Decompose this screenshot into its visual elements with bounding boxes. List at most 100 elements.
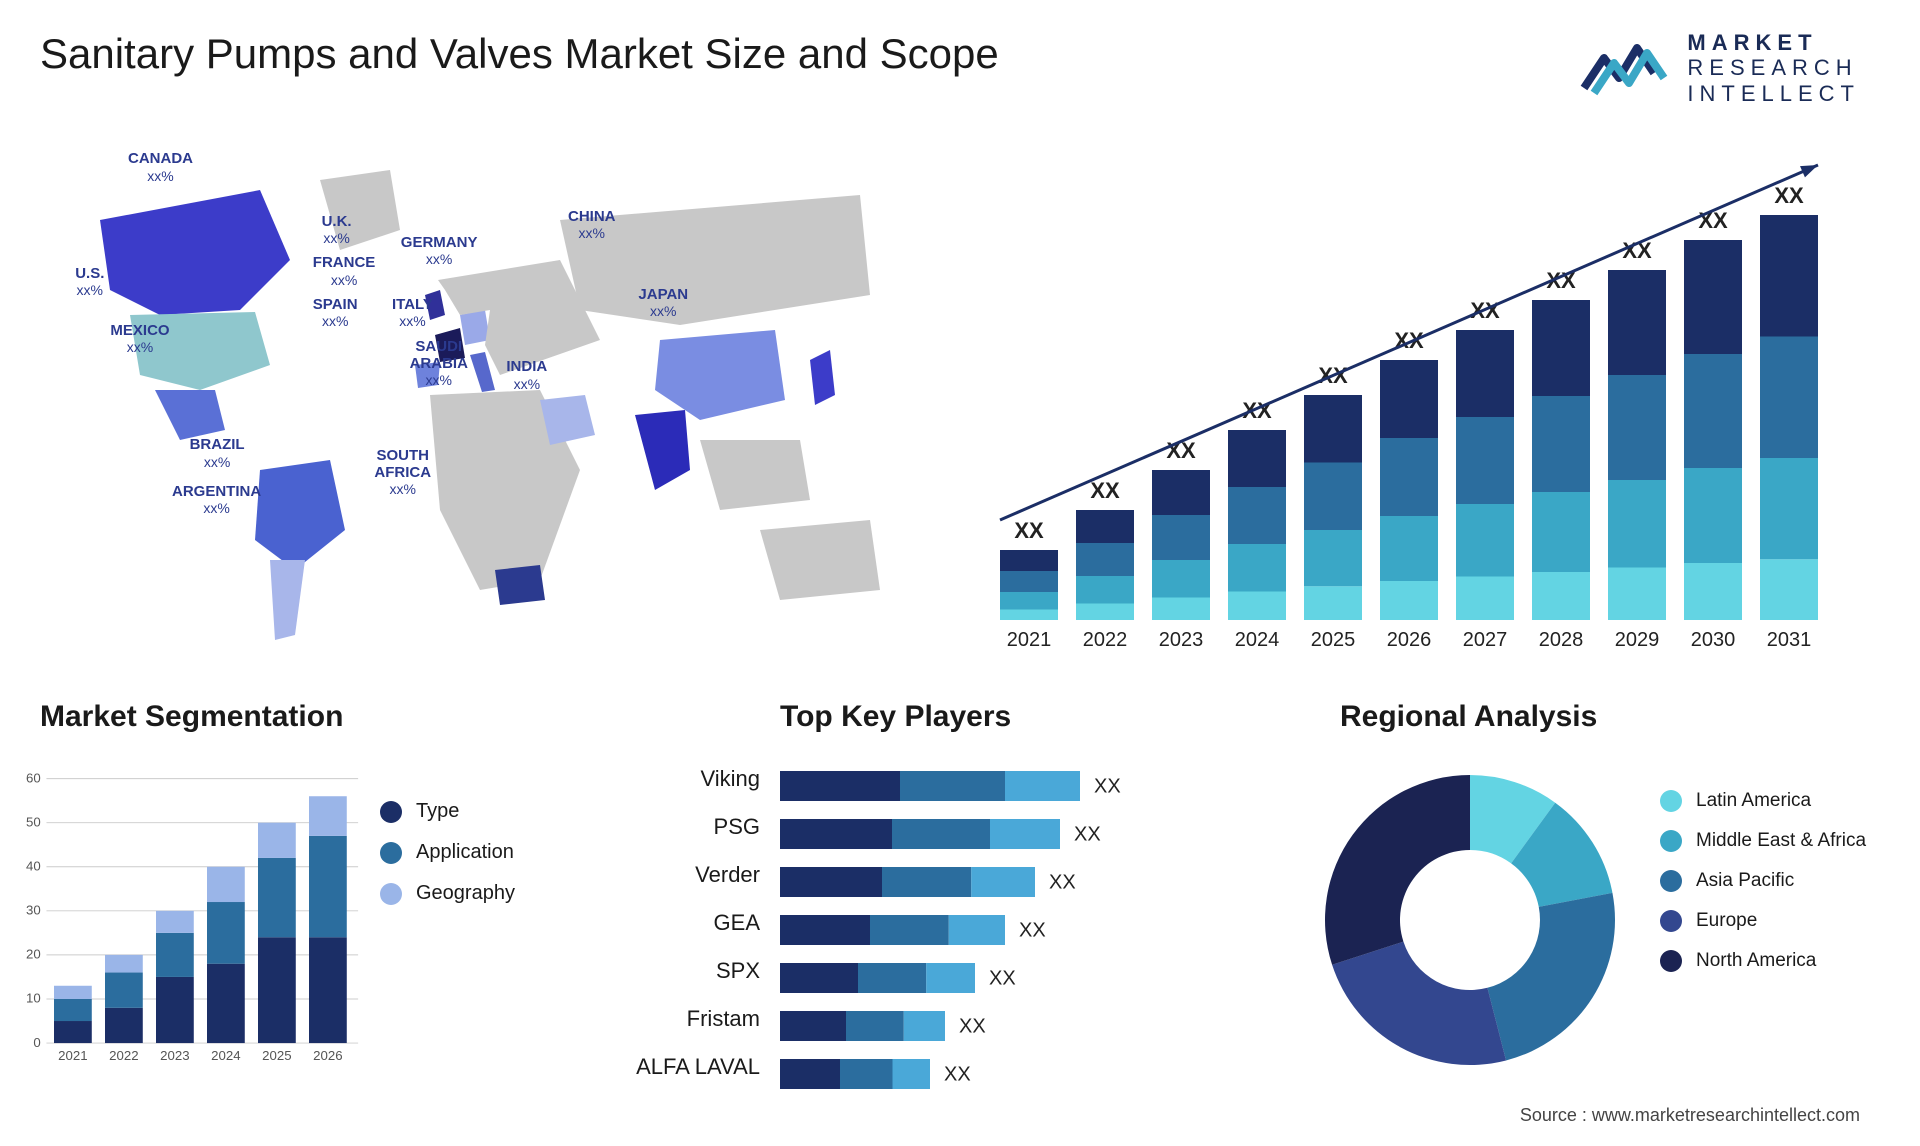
main-bar-xlabel: 2023 xyxy=(1159,629,1204,651)
main-bar-2031-layer0 xyxy=(1760,559,1818,620)
seg-ytick: 20 xyxy=(26,947,41,962)
country-canada xyxy=(100,190,290,315)
main-bar-xlabel: 2022 xyxy=(1083,629,1128,651)
main-bar-2027-layer0 xyxy=(1456,577,1514,621)
legend-label: Geography xyxy=(416,882,515,905)
main-bar-2028-layer0 xyxy=(1532,572,1590,620)
brand-logo: MARKET RESEARCH INTELLECT xyxy=(1579,30,1860,106)
country-australia xyxy=(760,520,880,600)
seg-bar-2024-type xyxy=(207,964,245,1043)
player-bar-spx-seg0 xyxy=(780,963,858,993)
seg-bar-2026-type xyxy=(309,937,347,1043)
main-bar-2022-layer0 xyxy=(1076,604,1134,621)
main-bar-2021-layer0 xyxy=(1000,610,1058,621)
map-label-italy: ITALYxx% xyxy=(392,296,433,331)
player-bar-fristam-seg0 xyxy=(780,1011,846,1041)
main-bar-2022-layer2 xyxy=(1076,543,1134,576)
country-argentina xyxy=(270,560,305,640)
main-bar-2026-layer2 xyxy=(1380,438,1438,516)
main-bar-toplabel: XX xyxy=(1090,478,1120,503)
main-bar-2023-layer0 xyxy=(1152,598,1210,621)
main-bar-2027-layer3 xyxy=(1456,330,1514,417)
player-value-label: XX xyxy=(1019,920,1046,942)
main-bar-xlabel: 2021 xyxy=(1007,629,1052,651)
seg-legend-geography: Geography xyxy=(380,882,515,905)
main-bar-2031-layer3 xyxy=(1760,215,1818,337)
seg-bar-2024-geography xyxy=(207,867,245,902)
market-size-svg: 2021XX2022XX2023XX2024XX2025XX2026XX2027… xyxy=(980,140,1860,660)
player-name-psg: PSG xyxy=(600,803,760,851)
player-name-verder: Verder xyxy=(600,851,760,899)
players-section: Top Key Players xyxy=(780,700,1330,734)
map-label-us: U.S.xx% xyxy=(75,265,104,300)
legend-label: Asia Pacific xyxy=(1696,870,1794,892)
seg-bar-2025-geography xyxy=(258,823,296,858)
country-sea xyxy=(700,440,810,510)
main-bar-2028-layer1 xyxy=(1532,492,1590,572)
segmentation-chart: 0102030405060202120222023202420252026 xyxy=(20,760,360,1090)
region-legend-middleeastafrica: Middle East & Africa xyxy=(1660,830,1866,852)
player-bar-psg-seg0 xyxy=(780,819,892,849)
player-bar-verder-seg0 xyxy=(780,867,882,897)
map-label-china: CHINAxx% xyxy=(568,208,616,243)
trend-arrow-head xyxy=(1800,165,1818,177)
main-bar-2024-layer2 xyxy=(1228,487,1286,544)
player-bar-viking-seg2 xyxy=(1005,771,1080,801)
segmentation-section: Market Segmentation xyxy=(40,700,640,734)
seg-bar-2023-type xyxy=(156,977,194,1043)
map-label-germany: GERMANYxx% xyxy=(401,234,478,269)
seg-ytick: 10 xyxy=(26,991,41,1006)
player-bar-alfalaval-seg2 xyxy=(893,1059,931,1089)
legend-swatch-icon xyxy=(1660,830,1682,852)
donut-slice-europe xyxy=(1332,942,1506,1065)
main-bar-2027-layer1 xyxy=(1456,504,1514,577)
main-bar-2026-layer0 xyxy=(1380,581,1438,620)
legend-label: Application xyxy=(416,841,514,864)
legend-label: Europe xyxy=(1696,910,1757,932)
region-legend-northamerica: North America xyxy=(1660,950,1866,972)
seg-xlabel: 2025 xyxy=(262,1048,291,1063)
country-china xyxy=(655,330,785,420)
seg-xlabel: 2023 xyxy=(160,1048,189,1063)
map-label-brazil: BRAZILxx% xyxy=(190,436,245,471)
seg-bar-2021-geography xyxy=(54,986,92,999)
country-brazil xyxy=(255,460,345,570)
main-bar-xlabel: 2031 xyxy=(1767,629,1812,651)
legend-swatch-icon xyxy=(1660,870,1682,892)
page-title: Sanitary Pumps and Valves Market Size an… xyxy=(40,30,999,78)
seg-ytick: 40 xyxy=(26,859,41,874)
main-bar-2024-layer0 xyxy=(1228,592,1286,621)
region-legend-latinamerica: Latin America xyxy=(1660,790,1866,812)
seg-legend-type: Type xyxy=(380,800,515,823)
seg-bar-2022-type xyxy=(105,1008,143,1043)
source-attribution: Source : www.marketresearchintellect.com xyxy=(1520,1105,1860,1126)
seg-legend-application: Application xyxy=(380,841,515,864)
seg-ytick: 30 xyxy=(26,903,41,918)
main-bar-xlabel: 2026 xyxy=(1387,629,1432,651)
region-legend-europe: Europe xyxy=(1660,910,1866,932)
map-label-mexico: MEXICOxx% xyxy=(110,322,169,357)
regional-donut xyxy=(1310,760,1630,1080)
main-bar-2028-layer3 xyxy=(1532,300,1590,396)
main-bar-2030-layer2 xyxy=(1684,354,1742,468)
main-bar-2025-layer2 xyxy=(1304,463,1362,531)
main-bar-2021-layer2 xyxy=(1000,571,1058,592)
main-bar-2030-layer1 xyxy=(1684,468,1742,563)
seg-bar-2026-geography xyxy=(309,796,347,836)
seg-xlabel: 2024 xyxy=(211,1048,240,1063)
regional-section: Regional Analysis xyxy=(1340,700,1597,734)
map-label-india: INDIAxx% xyxy=(506,358,547,393)
player-bar-fristam-seg1 xyxy=(846,1011,904,1041)
main-bar-2029-layer0 xyxy=(1608,568,1666,621)
players-chart: XXXXXXXXXXXXXX xyxy=(780,760,1260,1100)
map-label-japan: JAPANxx% xyxy=(638,286,688,321)
player-bar-gea-seg0 xyxy=(780,915,870,945)
seg-xlabel: 2021 xyxy=(58,1048,87,1063)
main-bar-2023-layer2 xyxy=(1152,515,1210,560)
player-bar-spx-seg2 xyxy=(926,963,975,993)
country-italy xyxy=(470,352,495,392)
main-bar-2022-layer3 xyxy=(1076,510,1134,543)
main-bar-2026-layer3 xyxy=(1380,360,1438,438)
player-bar-viking-seg0 xyxy=(780,771,900,801)
main-bar-xlabel: 2028 xyxy=(1539,629,1584,651)
